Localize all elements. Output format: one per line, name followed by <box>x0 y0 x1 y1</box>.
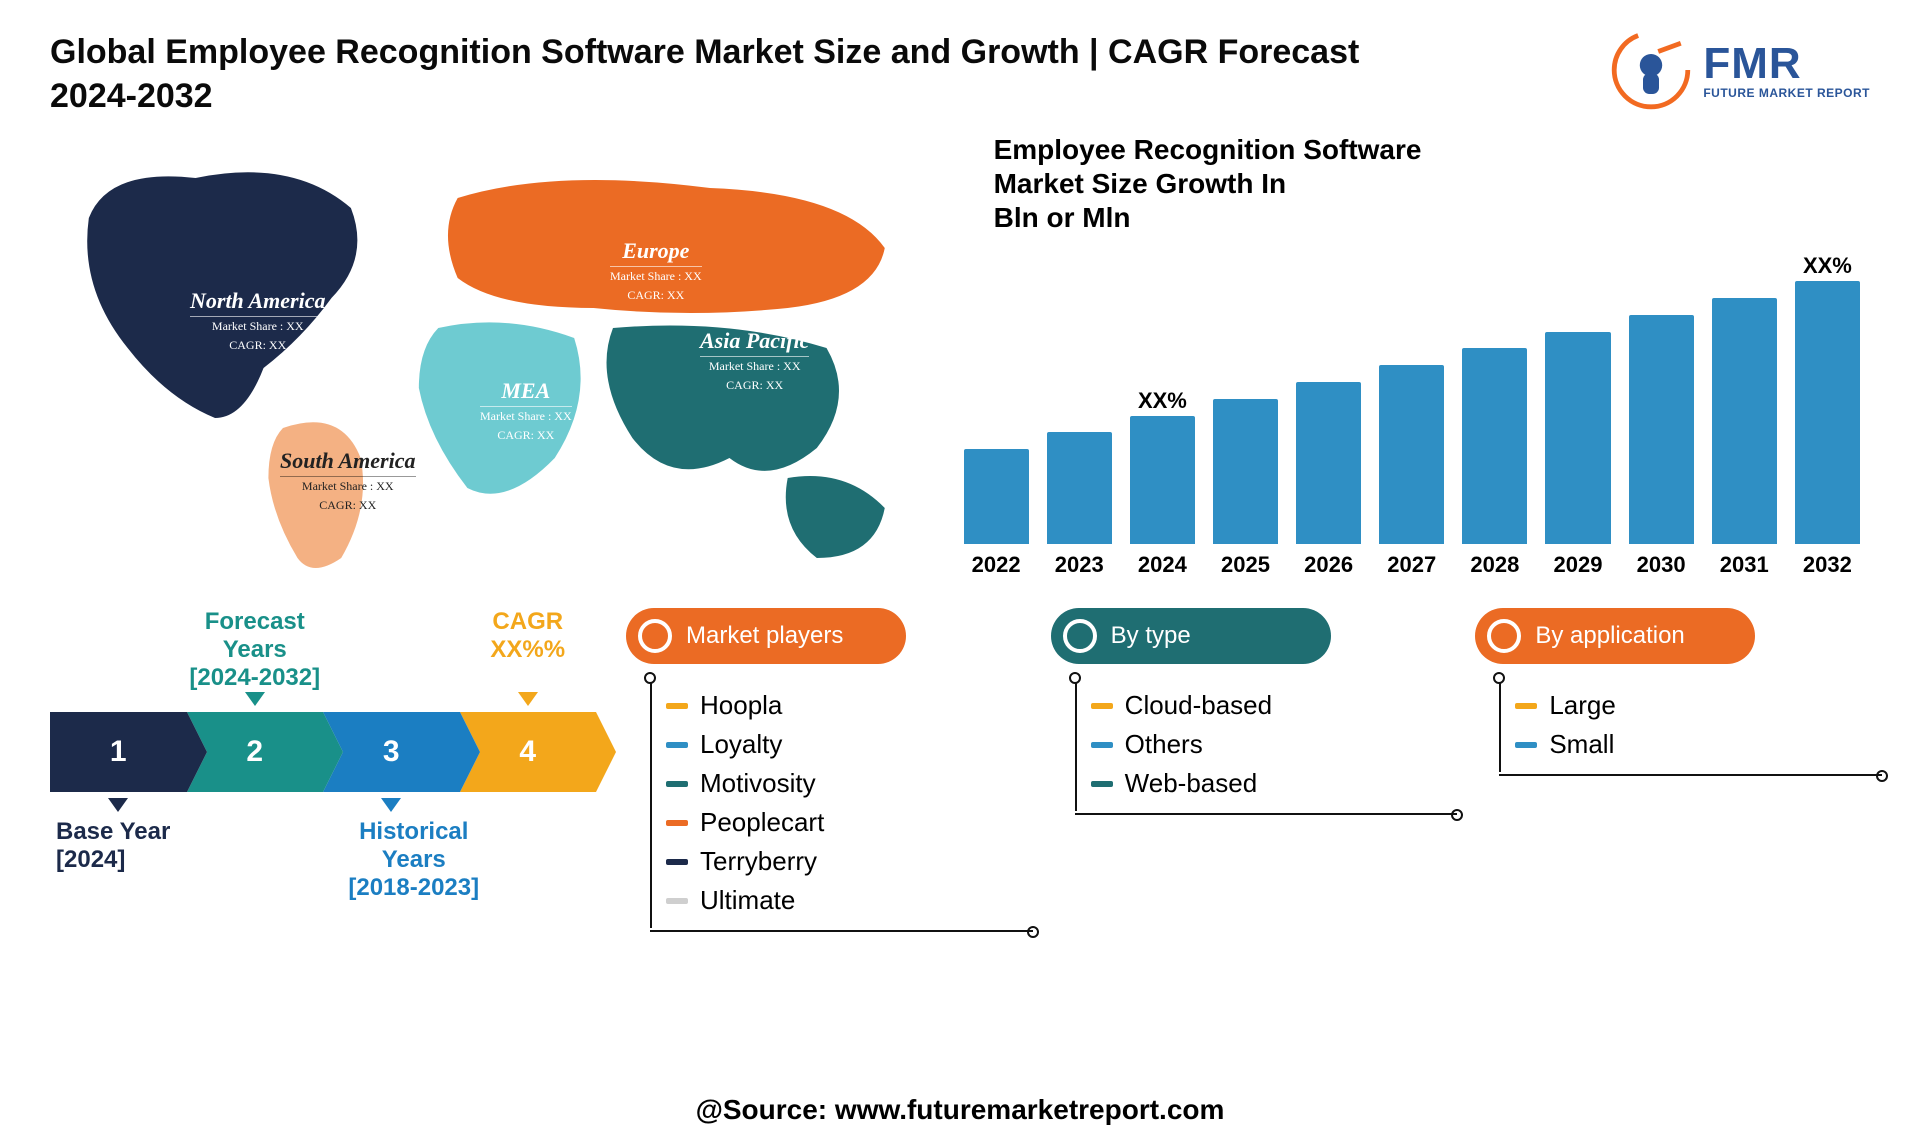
chevron-step-2: 2 <box>187 712 324 792</box>
chart-title-l1: Employee Recognition Software <box>994 133 1422 167</box>
source-attribution: @Source: www.futuremarketreport.com <box>0 1094 1920 1126</box>
pill-item: Ultimate <box>666 881 1021 920</box>
bar-2031: 2031 <box>1712 298 1777 578</box>
pill-head: Market players <box>626 608 906 664</box>
logo-subtitle: FUTURE MARKET REPORT <box>1703 87 1870 100</box>
pill-section-0: Market players HooplaLoyaltyMotivosityPeo… <box>626 608 1021 928</box>
bar-2029: 2029 <box>1545 332 1610 579</box>
pill-item: Web-based <box>1091 764 1446 803</box>
pill-item: Others <box>1091 725 1446 764</box>
region-label-sa: South AmericaMarket Share : XXCAGR: XX <box>280 448 416 513</box>
pill-item-list: HooplaLoyaltyMotivosityPeoplecartTerrybe… <box>650 678 1021 928</box>
bar-chart: Employee Recognition Software Market Siz… <box>954 138 1870 578</box>
logo-icon <box>1611 30 1691 110</box>
historical-range: [2018-2023] <box>326 874 502 902</box>
bar-2024: 2024XX% <box>1130 416 1195 579</box>
forecast-label: Forecast Years <box>187 608 324 664</box>
pill-head: By type <box>1051 608 1331 664</box>
pill-item: Peoplecart <box>666 803 1021 842</box>
forecast-range: [2024-2032] <box>187 664 324 692</box>
region-label-mea: MEAMarket Share : XXCAGR: XX <box>480 378 572 443</box>
region-label-na: North AmericaMarket Share : XXCAGR: XX <box>190 288 325 353</box>
chevron-step-4: 4 <box>460 712 597 792</box>
region-label-eu: EuropeMarket Share : XXCAGR: XX <box>610 238 702 303</box>
world-map: North AmericaMarket Share : XXCAGR: XX So… <box>50 138 924 578</box>
pill-item-list: Cloud-basedOthersWeb-based <box>1075 678 1446 811</box>
pill-item: Large <box>1515 686 1870 725</box>
pill-item: Motivosity <box>666 764 1021 803</box>
pill-section-1: By type Cloud-basedOthersWeb-based <box>1051 608 1446 928</box>
cagr-value: XX%% <box>460 636 597 664</box>
bar-2028: 2028 <box>1462 348 1527 578</box>
cagr-label: CAGR <box>460 608 597 636</box>
brand-logo: FMR FUTURE MARKET REPORT <box>1611 30 1870 110</box>
base-year-label: Base Year <box>56 818 191 846</box>
chart-title-l2: Market Size Growth In <box>994 167 1422 201</box>
timeline-chevrons: Forecast Years [2024-2032] CAGR XX%% 123… <box>50 608 596 928</box>
historical-label: Historical Years <box>326 818 502 874</box>
bar-2027: 2027 <box>1379 365 1444 578</box>
bar-2026: 2026 <box>1296 382 1361 578</box>
pill-item-list: LargeSmall <box>1499 678 1870 772</box>
bar-2032: 2032XX% <box>1795 281 1860 578</box>
base-year-value: [2024] <box>56 846 191 874</box>
bar-2030: 2030 <box>1629 315 1694 579</box>
chevron-step-1: 1 <box>50 712 187 792</box>
pill-section-2: By application LargeSmall <box>1475 608 1870 928</box>
logo-acronym: FMR <box>1703 41 1870 87</box>
pill-item: Cloud-based <box>1091 686 1446 725</box>
pill-item: Terryberry <box>666 842 1021 881</box>
bar-2022: 2022 <box>964 449 1029 578</box>
pill-item: Small <box>1515 725 1870 764</box>
pill-item: Hoopla <box>666 686 1021 725</box>
chart-title-l3: Bln or Mln <box>994 201 1422 235</box>
pill-head: By application <box>1475 608 1755 664</box>
bar-2025: 2025 <box>1213 399 1278 579</box>
pill-item: Loyalty <box>666 725 1021 764</box>
bar-2023: 2023 <box>1047 432 1112 578</box>
bar-pct-2032: XX% <box>1803 253 1852 279</box>
page-title: Global Employee Recognition Software Mar… <box>50 30 1450 118</box>
bar-pct-2024: XX% <box>1138 388 1187 414</box>
chevron-step-3: 3 <box>323 712 460 792</box>
region-label-ap: Asia PacificMarket Share : XXCAGR: XX <box>700 328 809 393</box>
